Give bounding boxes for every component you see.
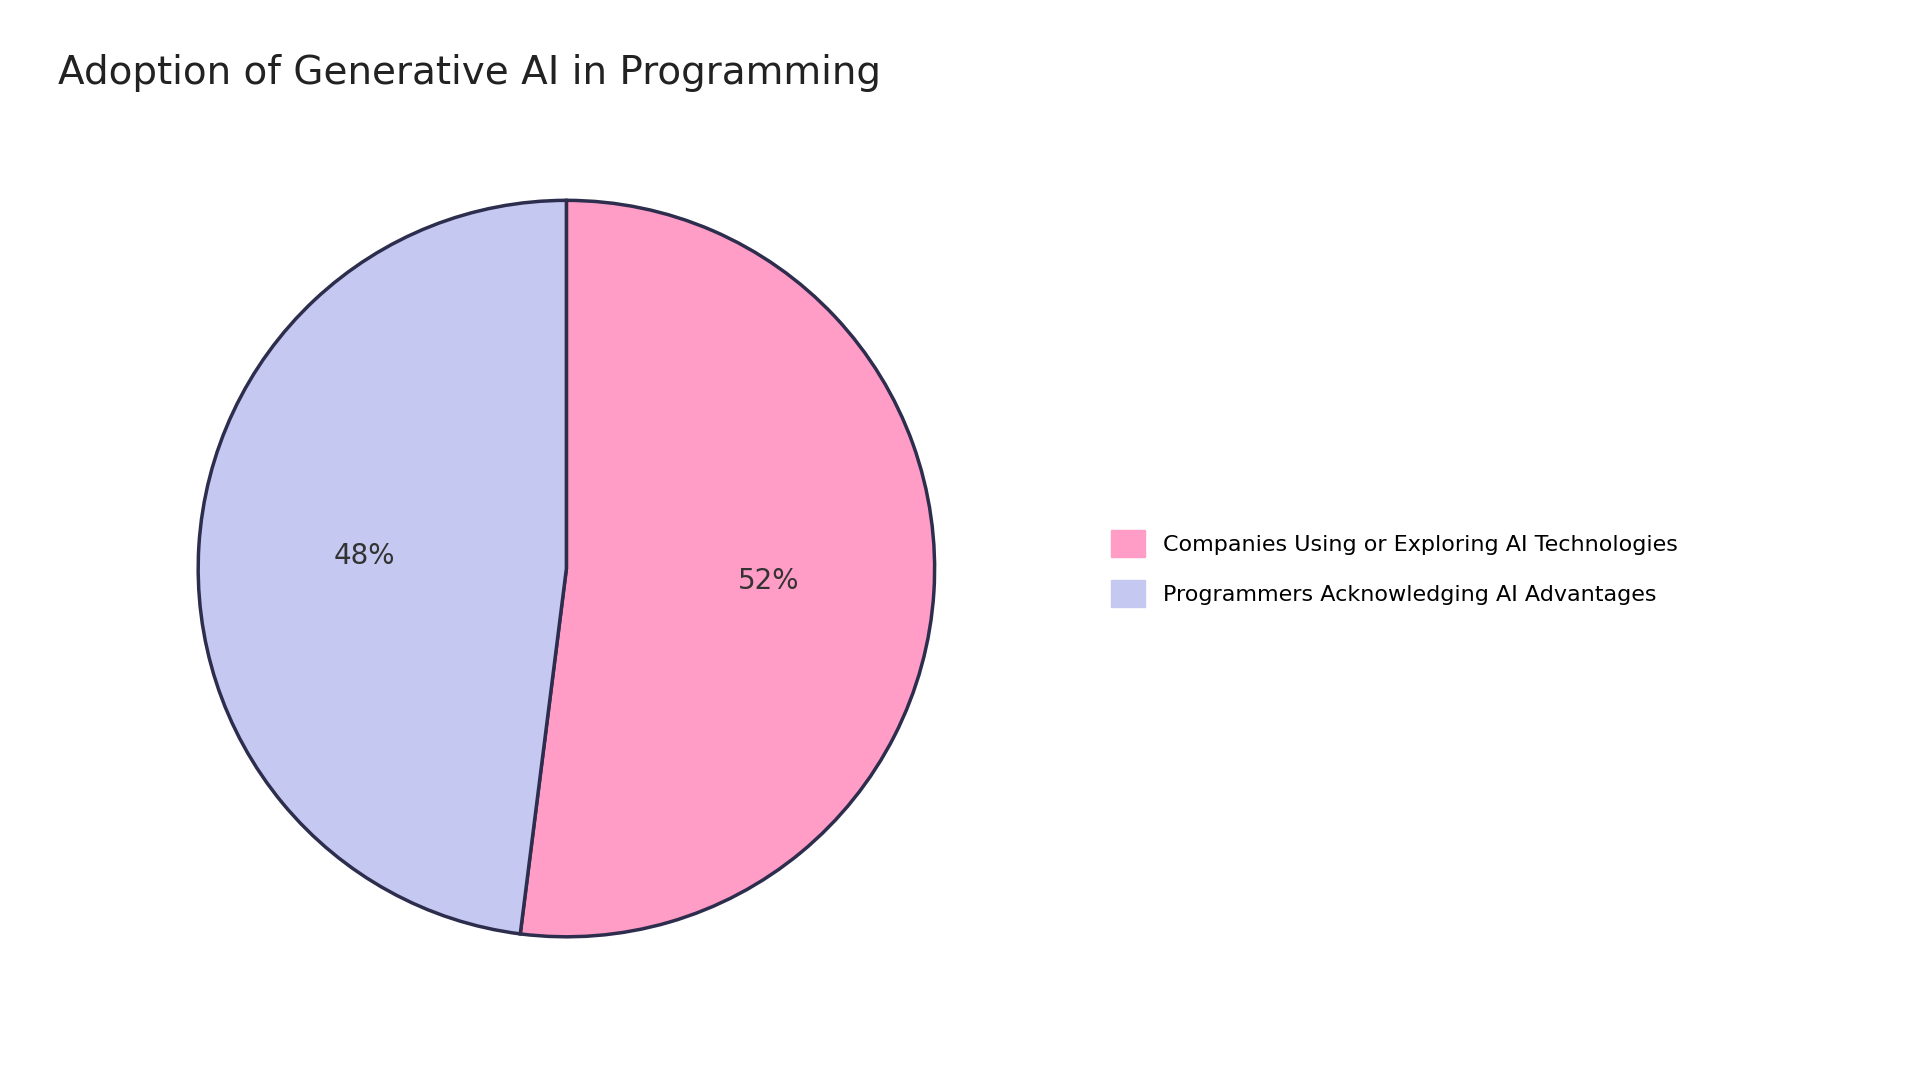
Wedge shape — [198, 200, 566, 934]
Text: 48%: 48% — [334, 542, 396, 570]
Text: Adoption of Generative AI in Programming: Adoption of Generative AI in Programming — [58, 54, 881, 92]
Text: 52%: 52% — [737, 567, 799, 596]
Legend: Companies Using or Exploring AI Technologies, Programmers Acknowledging AI Advan: Companies Using or Exploring AI Technolo… — [1112, 531, 1678, 606]
Wedge shape — [520, 200, 935, 937]
